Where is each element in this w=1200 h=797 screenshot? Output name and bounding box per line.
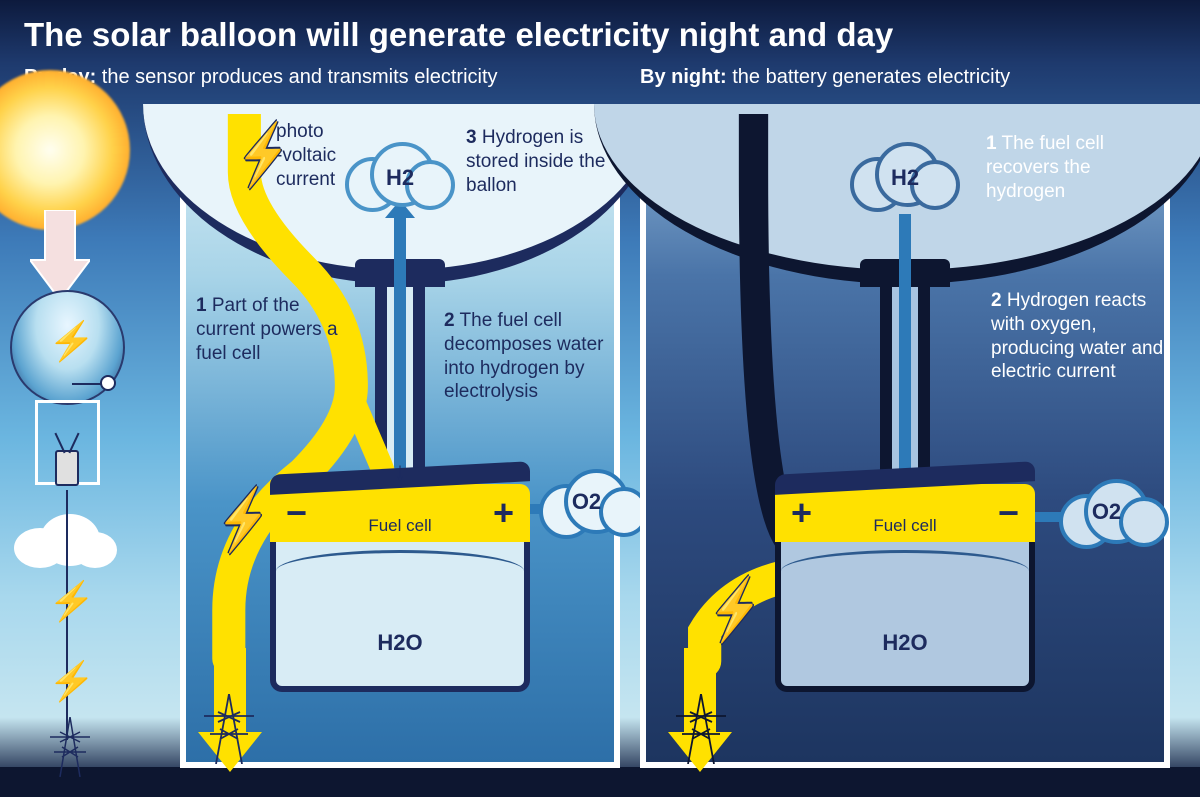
o2-label: O2: [1092, 499, 1121, 525]
subtitle-night: By night: the battery generates electric…: [640, 66, 1010, 89]
anno-step3: 3 Hydrogen is stored inside the ballon: [466, 126, 616, 197]
night-panel: ⚡ + − Fuel cell H2O H2 O2 1 The fuel cel…: [640, 108, 1170, 768]
fuel-cell-body: H2O: [775, 542, 1035, 692]
cloud-icon: [10, 510, 120, 570]
anno-step2: 2 The fuel cell decomposes water into hy…: [444, 309, 614, 404]
fuel-cell-top: + − Fuel cell: [775, 484, 1035, 542]
anno-step1-night: 1 The fuel cell recovers the hydrogen: [986, 132, 1156, 203]
anno-step2-night: 2 Hydrogen reacts with oxygen, producing…: [991, 289, 1171, 384]
bolt-icon: ⚡: [217, 484, 269, 555]
sun-icon: [0, 70, 130, 230]
bolt-icon: ⚡: [48, 580, 95, 624]
h2-cloud: H2: [850, 142, 960, 214]
terminal-plus: +: [493, 492, 514, 534]
day-panel: ⚡ ⚡ ↓ − + Fuel cell H2O H2 O2 photo -vol…: [180, 108, 620, 768]
pylon-icon: [666, 694, 736, 764]
o2-cloud: O2: [539, 469, 634, 534]
pylon-icon: [194, 694, 264, 764]
fuel-cell-label: Fuel cell: [368, 516, 431, 536]
o2-cloud: O2: [1059, 479, 1154, 544]
terminal-minus: −: [998, 492, 1019, 534]
main-title: The solar balloon will generate electric…: [24, 16, 893, 54]
sensor-icon: [100, 375, 116, 391]
into-cell-arrow-icon: ↓: [394, 456, 407, 487]
anno-pv: photo -voltaic current: [276, 120, 386, 191]
payload-capsule-icon: [55, 450, 79, 486]
fuel-cell-top: ↓ − + Fuel cell: [270, 484, 530, 542]
terminal-plus: +: [791, 492, 812, 534]
fuel-cell-body: H2O: [270, 542, 530, 692]
sunlight-arrow-icon: [30, 210, 90, 300]
h2-label: H2: [386, 165, 414, 191]
bolt-icon: ⚡: [48, 660, 95, 704]
bolt-icon: ⚡: [48, 320, 95, 364]
fuel-cell-label: Fuel cell: [873, 516, 936, 536]
terminal-minus: −: [286, 492, 307, 534]
ground: [0, 767, 1200, 797]
pylon-icon: [40, 717, 100, 777]
anno-step1: 1 Part of the current powers a fuel cell: [196, 294, 346, 365]
h2o-label: H2O: [377, 630, 422, 656]
bolt-icon: ⚡: [709, 574, 761, 645]
fuel-cell: + − Fuel cell H2O: [775, 484, 1035, 692]
h2o-label: H2O: [882, 630, 927, 656]
h2-label: H2: [891, 165, 919, 191]
o2-label: O2: [572, 489, 601, 515]
fuel-cell: ↓ − + Fuel cell H2O: [270, 484, 530, 692]
